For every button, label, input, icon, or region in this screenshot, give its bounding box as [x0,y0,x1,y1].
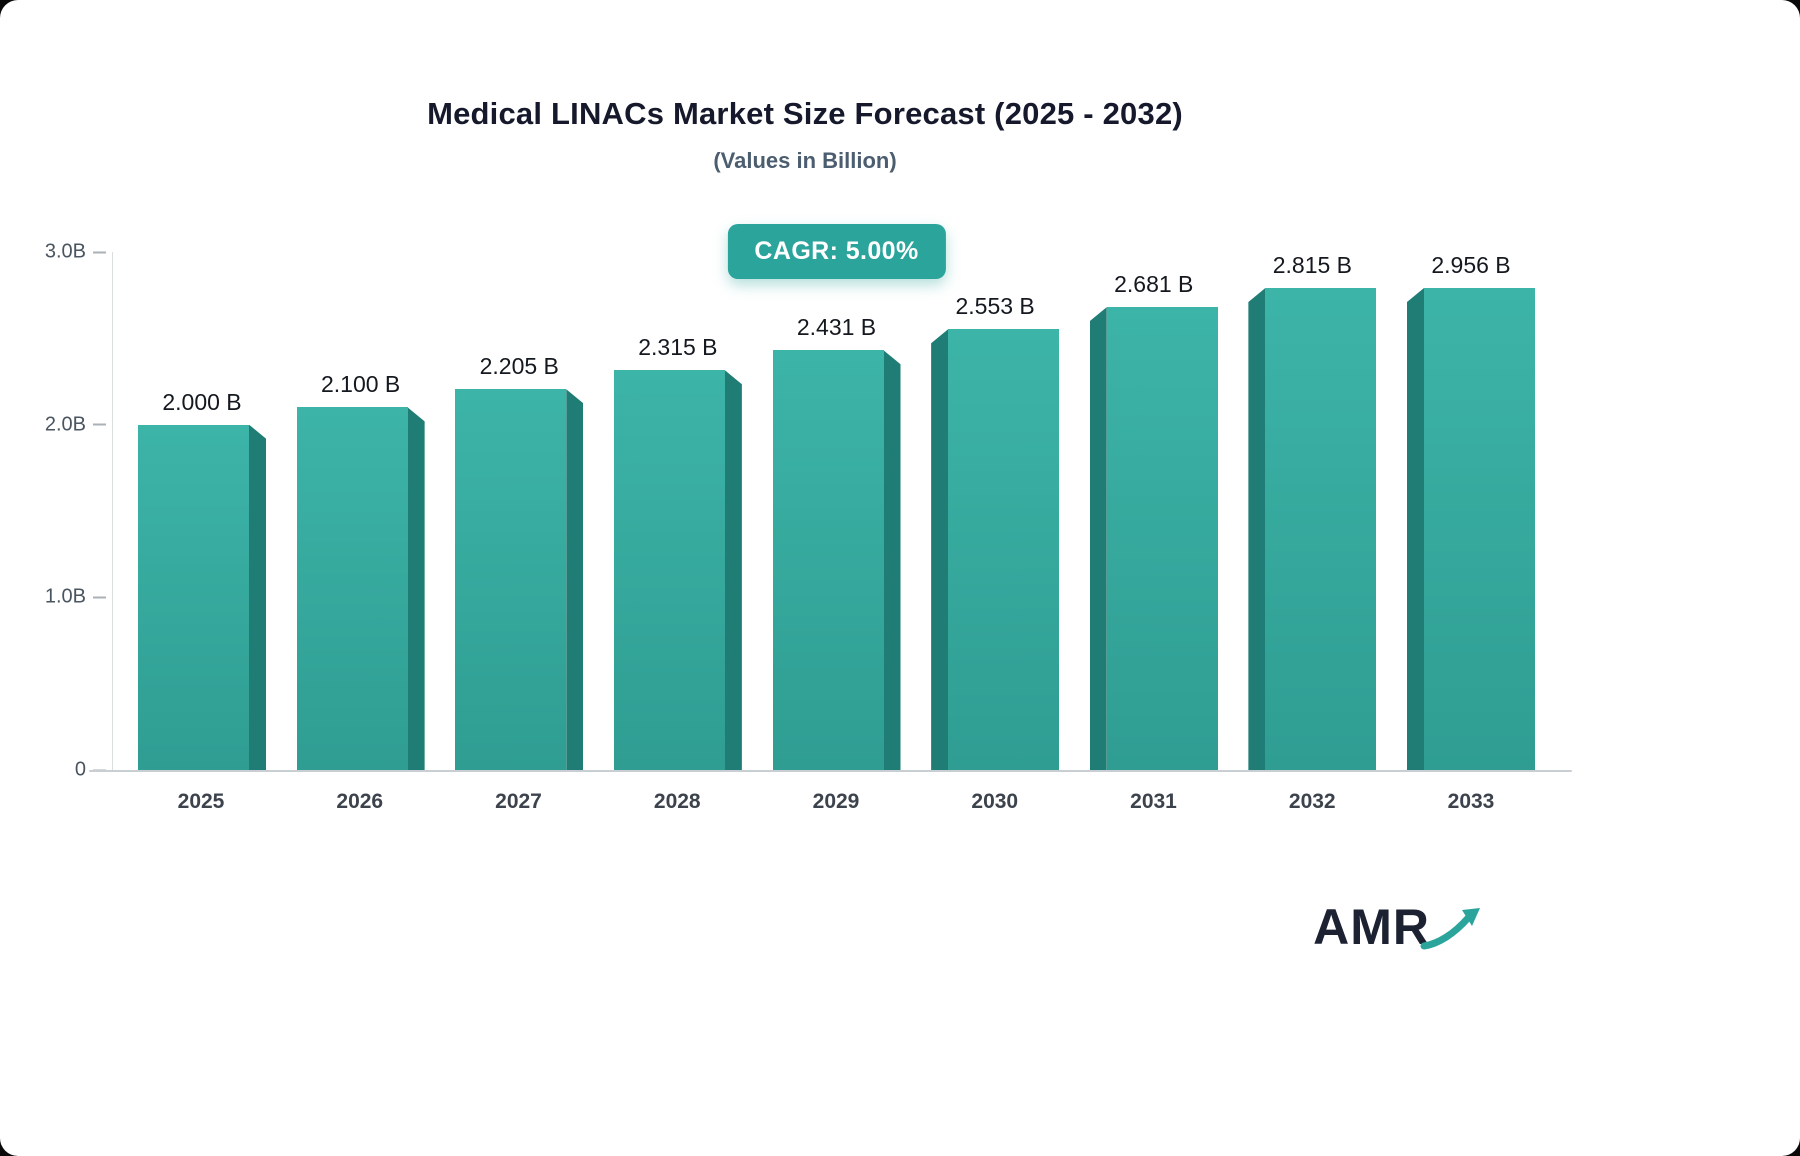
bar-group: 2.815 B [1237,252,1387,770]
cagr-badge: CAGR: 5.00% [727,224,946,279]
x-axis-label: 2025 [177,790,225,813]
bar-side-face [1407,288,1424,770]
bar-value-label: 2.000 B [162,388,242,415]
bar-group: 2.315 B [603,252,753,770]
y-tick: 2.0B [40,413,106,436]
bar-value-label: 2.956 B [1431,252,1511,278]
bar [1089,307,1218,770]
x-axis-label: 2031 [1130,790,1177,813]
x-axis-label: 2026 [336,790,384,813]
bar-side-face [724,370,742,770]
chart-title: Medical LINACs Market Size Forecast (202… [427,96,1183,131]
amr-logo-text: AMR [1313,899,1430,955]
bar-front-face [1424,288,1535,770]
bar-front-face [613,370,725,770]
bar [296,407,425,770]
bar-side-face [1248,288,1266,770]
bar-group: 2.956 B [1396,252,1546,770]
bar-side-face [249,424,266,770]
bar-front-face [1106,307,1218,770]
x-axis-label: 2028 [653,790,701,813]
chart-subtitle: (Values in Billion) [713,148,897,173]
bar [772,350,901,770]
bar-group: 2.000 B [127,252,277,770]
bar [455,389,584,770]
bar-front-face [138,424,249,770]
bar-value-label: 2.315 B [638,334,718,361]
bar-group: 2.681 B [1079,252,1229,770]
bar [138,424,266,770]
x-axis-label: 2027 [495,790,542,813]
y-tick-label: 3.0B [44,240,86,263]
y-tick: 1.0B [40,586,106,609]
bar [1248,288,1377,770]
y-tick-mark [93,251,106,253]
bar-front-face [455,389,567,770]
bar-front-face [296,407,408,770]
bar-side-face [566,389,584,770]
bar-side-face [407,407,425,770]
plot-area: 2.000 B 2.100 B 2.205 B 2.315 B 2.431 B 2.553… [89,224,1572,772]
bar-value-label: 2.553 B [955,293,1035,320]
bar-value-label: 2.815 B [1272,252,1353,278]
bar-side-face [931,329,949,770]
x-axis-label: 2029 [812,790,860,813]
bar-value-label: 2.431 B [796,314,877,341]
bar [931,329,1060,770]
bar [1407,288,1535,770]
x-axis-label: 2032 [1288,790,1336,813]
amr-logo: AMR [1313,898,1482,956]
y-tick: 3.0B [40,241,106,264]
bar-value-label: 2.100 B [320,371,401,398]
y-tick-mark [93,596,106,599]
chart-header: Medical LINACs Market Size Forecast (202… [40,96,1570,174]
y-axis: 3.0B 2.0B 1.0B 0 [40,241,112,781]
y-tick-label: 0 [74,758,86,781]
arrow-up-icon [1420,908,1480,950]
bar-group: 2.431 B [762,252,912,770]
x-axis-line [89,770,1572,772]
y-tick-label: 1.0B [44,585,86,608]
bar-value-label: 2.205 B [479,353,559,380]
x-axis-label: 2033 [1447,790,1495,813]
bar-group: 2.205 B [444,252,594,770]
bar-group: 2.100 B [286,252,436,770]
bar-front-face [948,329,1060,770]
bar-front-face [772,350,884,770]
bar-front-face [1265,288,1377,770]
bar-chart: 3.0B 2.0B 1.0B 0 2.000 B 2.100 B 2.205 B 2.315… [40,224,1572,852]
bar [613,370,742,770]
bar-side-face [1089,307,1107,770]
y-tick-label: 2.0B [44,413,86,436]
bar-group: 2.553 B [920,252,1070,770]
y-tick-mark [93,423,106,426]
bars-container: 2.000 B 2.100 B 2.205 B 2.315 B 2.431 B 2.553… [113,252,1560,770]
bar-side-face [883,350,901,770]
bar-value-label: 2.681 B [1114,271,1194,298]
x-axis-label: 2030 [971,790,1019,813]
x-axis-labels: 2025 2026 2027 2028 2029 2030 2031 2032 2033 [112,790,1560,814]
